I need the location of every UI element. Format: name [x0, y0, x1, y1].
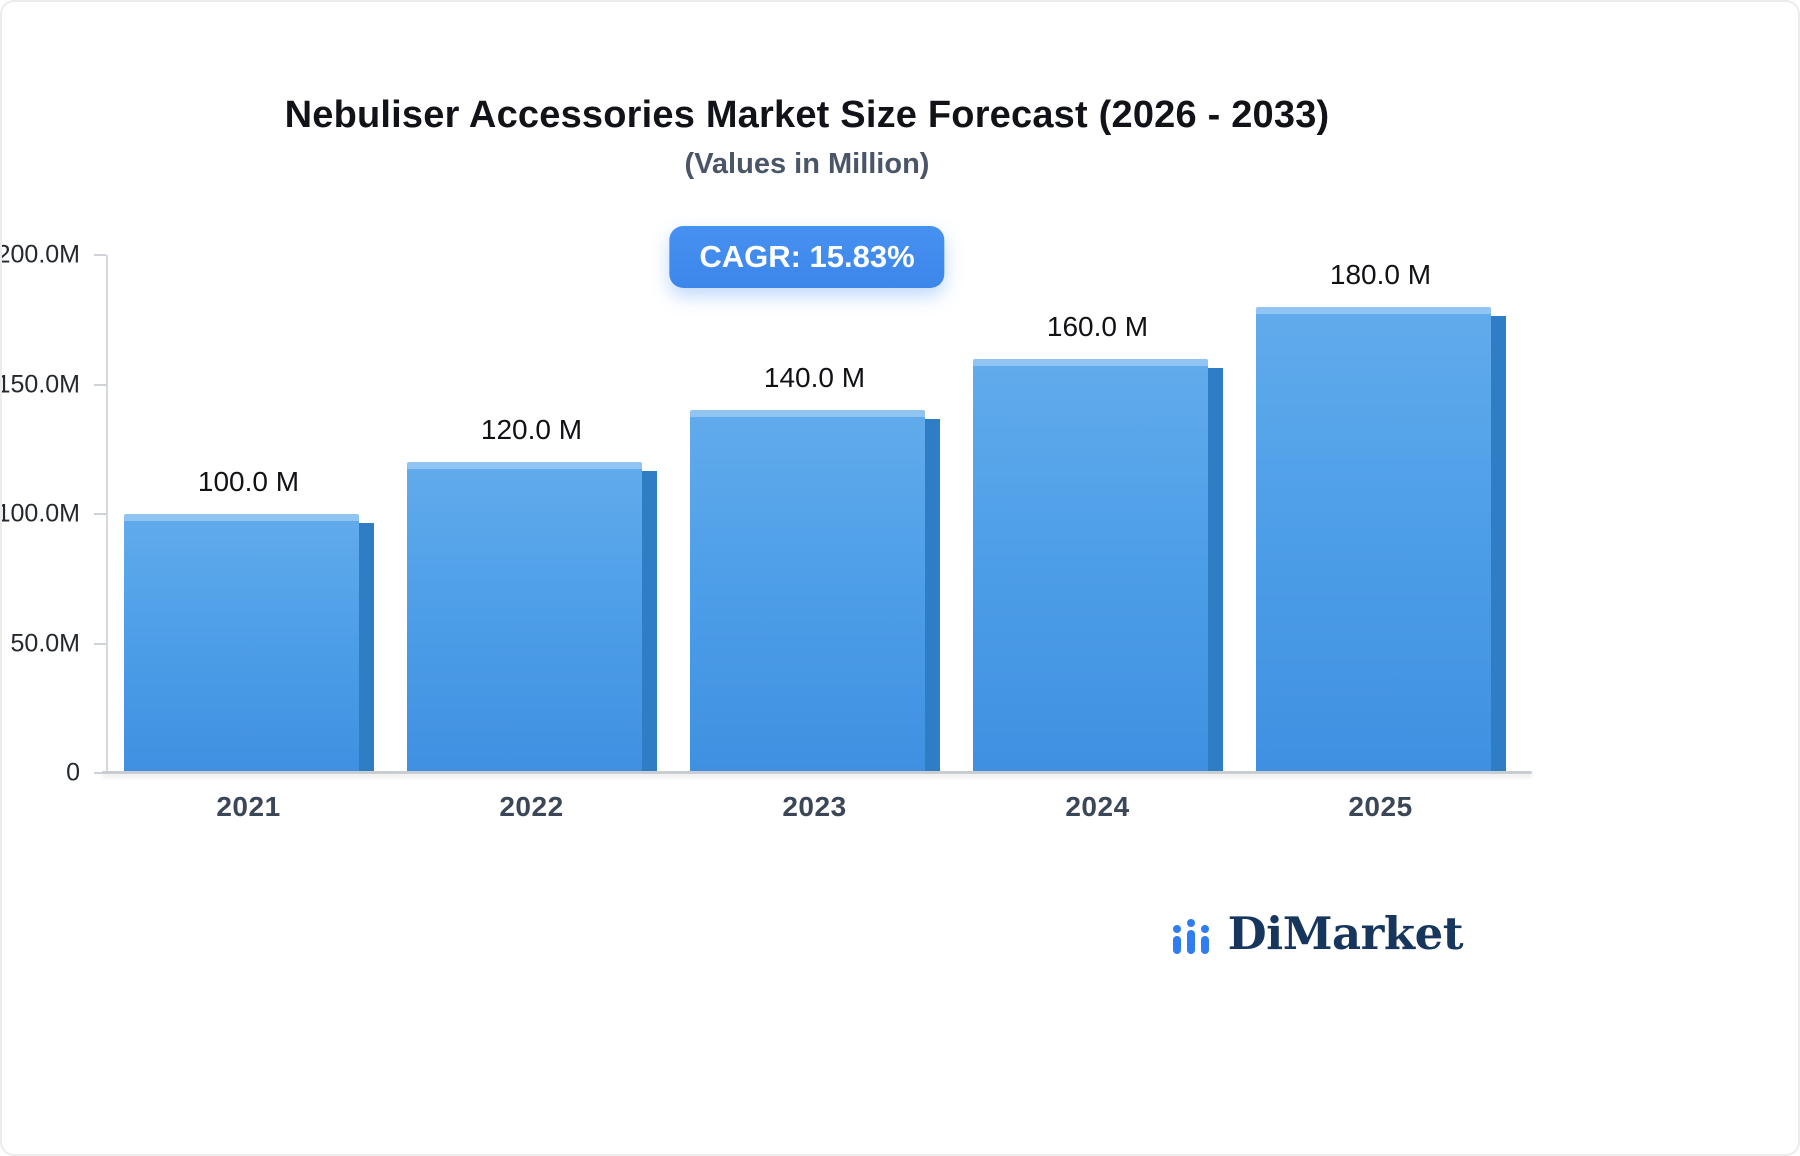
brand-name: DiMarket	[1227, 906, 1464, 960]
x-axis-label: 2024	[1065, 791, 1130, 822]
y-tick-label: 50.0M	[10, 629, 80, 657]
y-tick-label: 150.0M	[0, 370, 80, 398]
brand-bars-icon	[1172, 919, 1209, 954]
bar-column: 160.0 M 2024	[956, 255, 1239, 822]
bar-2025	[1255, 306, 1506, 774]
bar-value-label: 120.0 M	[480, 414, 583, 446]
bar-2021	[123, 514, 374, 773]
chart-title: Nebuliser Accessories Market Size Foreca…	[284, 94, 1330, 136]
y-tick-mark	[94, 383, 106, 386]
bar-2024	[972, 358, 1223, 774]
cagr-badge: CAGR: 15.83%	[669, 226, 945, 288]
y-tick-mark	[94, 513, 106, 515]
chart-subtitle: (Values in Million)	[684, 148, 930, 180]
bar-2023	[689, 410, 940, 773]
y-tick-mark	[94, 772, 106, 774]
bar-value-label: 140.0 M	[763, 362, 866, 394]
x-axis-line	[102, 771, 1532, 774]
y-tick-label: 200.0M	[0, 240, 80, 269]
x-axis-label: 2025	[1348, 791, 1413, 822]
bar-value-label: 180.0 M	[1329, 258, 1432, 290]
y-axis-line	[106, 255, 108, 773]
bar-value-label: 160.0 M	[1046, 310, 1149, 342]
bar-column: 180.0 M 2025	[1239, 255, 1522, 822]
bar-value-label: 100.0 M	[197, 466, 300, 497]
bar-2022	[406, 462, 657, 773]
chart-content: Nebuliser Accessories Market Size Foreca…	[0, 2, 1612, 1154]
plot-area: 100.0 M 2021 120.0 M 2022 140.0 M 2023 160.0 M…	[107, 255, 1522, 822]
x-axis-label: 2021	[216, 791, 281, 822]
bar-column: 100.0 M 2021	[107, 255, 390, 822]
y-tick-mark	[94, 254, 106, 256]
y-tick-label: 100.0M	[0, 499, 80, 528]
x-axis-label: 2022	[499, 791, 564, 822]
bar-column: 120.0 M 2022	[390, 255, 673, 822]
y-tick-mark	[94, 642, 106, 645]
bar-column: 140.0 M 2023	[673, 255, 956, 822]
y-tick-label: 0	[66, 758, 80, 787]
brand-logo: DiMarket	[1168, 906, 1464, 960]
x-axis-label: 2023	[782, 791, 847, 822]
y-axis: 0 50.0M 100.0M 150.0M 200.0M	[0, 241, 106, 787]
